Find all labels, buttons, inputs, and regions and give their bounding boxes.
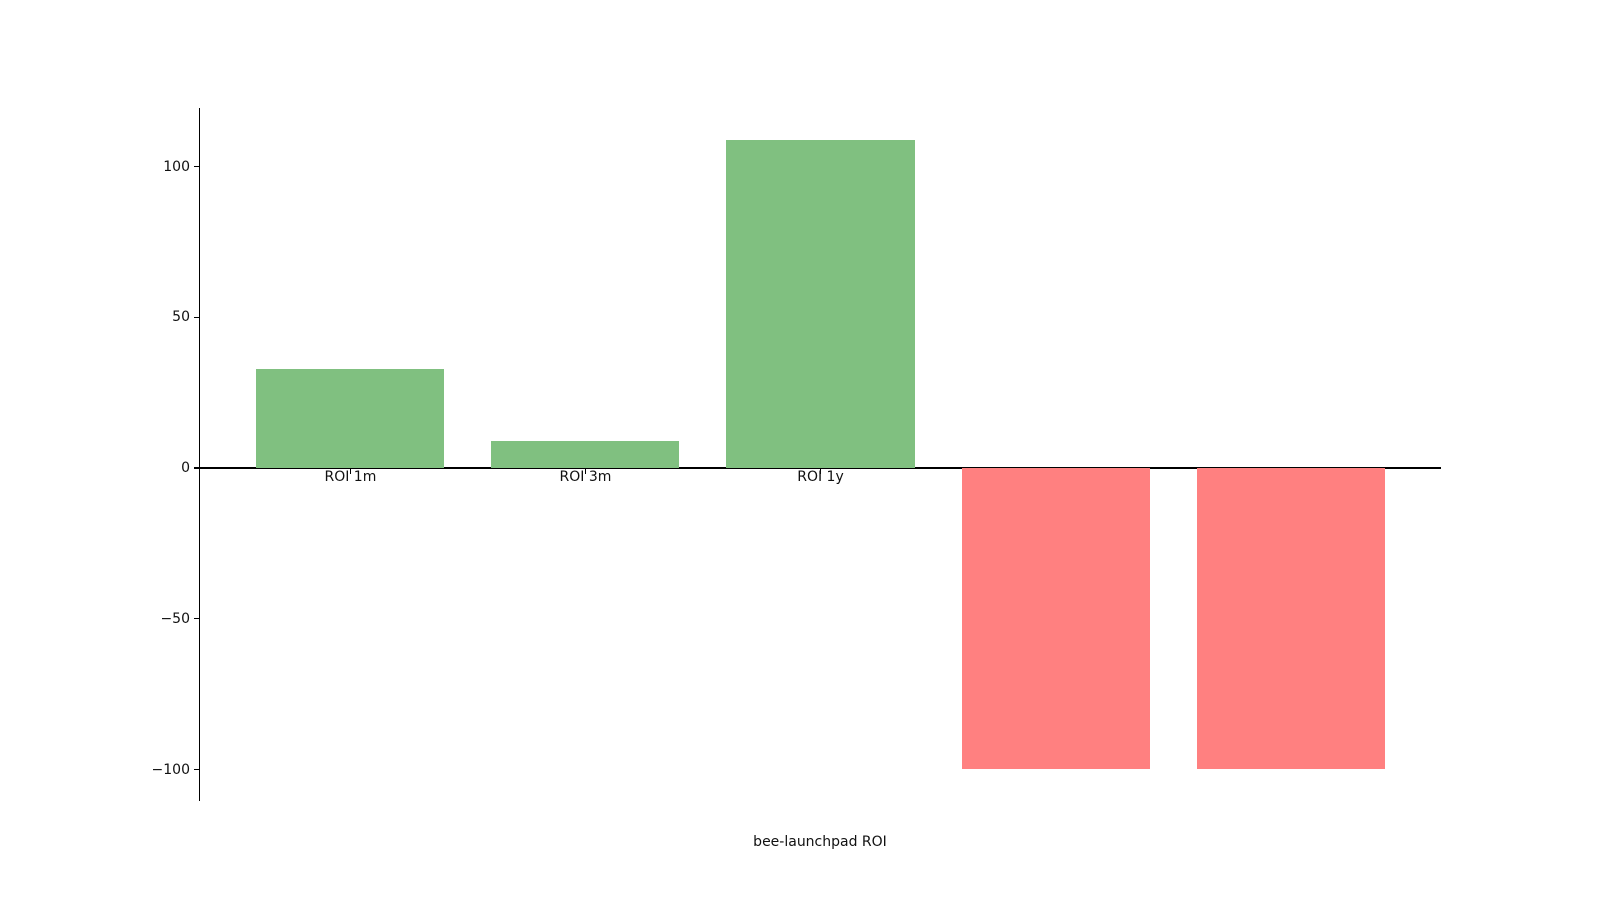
roi-bar — [726, 139, 915, 469]
x-tick-mark — [819, 468, 822, 475]
x-tick-label: ROI 1y — [797, 468, 844, 485]
y-tick-mark — [194, 768, 200, 771]
roi-bar — [1196, 468, 1385, 770]
y-tick-mark — [194, 467, 200, 469]
y-tick-mark — [194, 618, 200, 620]
roi-bar — [491, 440, 680, 469]
y-tick-label: 0 — [181, 460, 190, 477]
x-tick-mark — [584, 468, 587, 475]
y-tick-label: 50 — [172, 309, 190, 326]
y-axis-spine — [198, 108, 200, 801]
y-tick-mark — [194, 316, 200, 318]
y-tick-mark — [194, 166, 200, 168]
y-tick-label: −50 — [160, 610, 190, 627]
x-tick-label: ROI 1m — [324, 468, 377, 485]
roi-bar — [961, 468, 1150, 770]
chart-title: bee-launchpad ROI — [753, 834, 887, 850]
x-tick-label: ROI 3m — [559, 468, 612, 485]
x-tick-mark — [349, 468, 351, 475]
roi-bar — [256, 368, 445, 469]
y-tick-label: −100 — [151, 761, 190, 778]
y-tick-label: 100 — [163, 158, 190, 175]
